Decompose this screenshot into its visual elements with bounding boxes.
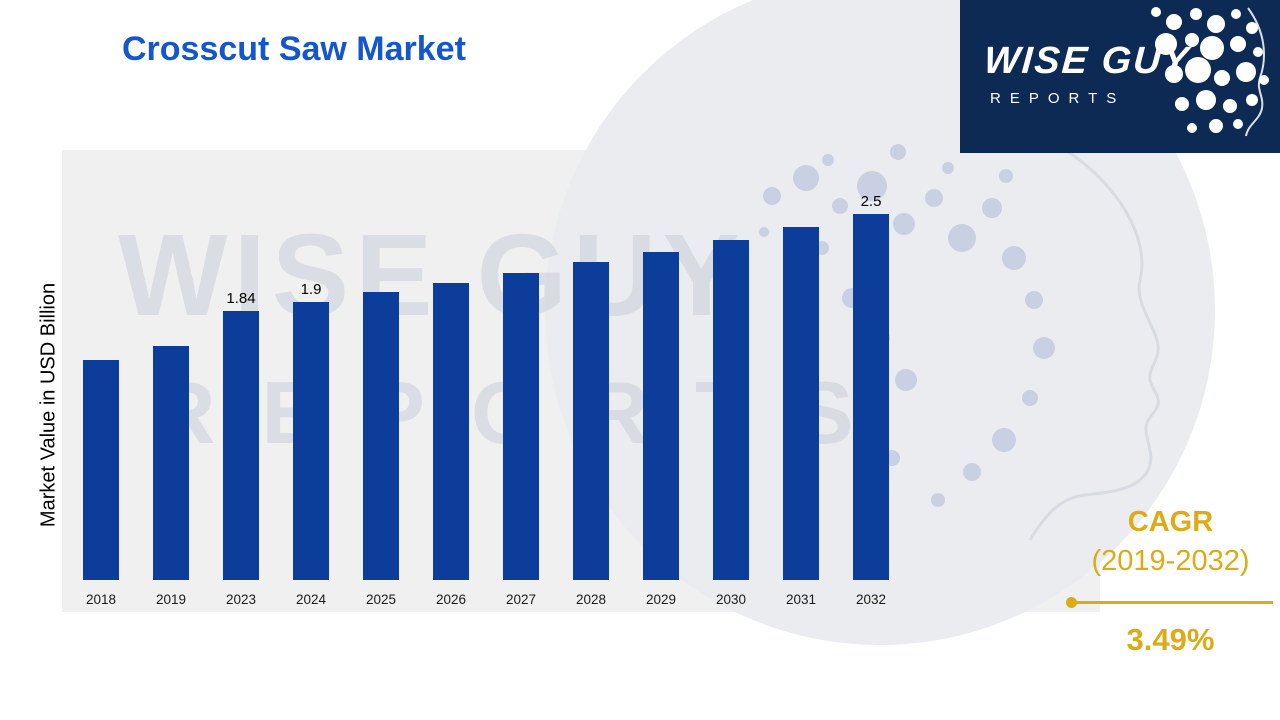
bar <box>853 214 889 580</box>
cagr-underline <box>1066 597 1273 608</box>
halftone-dot <box>1196 90 1216 110</box>
x-axis-tick-label: 2018 <box>85 592 117 607</box>
x-axis-tick-label: 2025 <box>365 592 397 607</box>
halftone-dot <box>1200 36 1224 60</box>
bar <box>573 262 609 580</box>
bar-group: 2031 <box>766 227 836 607</box>
halftone-dot <box>1231 9 1241 19</box>
halftone-dot <box>1253 47 1263 57</box>
bar <box>223 310 259 580</box>
halftone-dot <box>1246 94 1258 106</box>
halftone-dot <box>1259 75 1269 85</box>
cagr-range: (2019-2032) <box>1091 545 1250 577</box>
x-axis-tick-label: 2023 <box>225 592 257 607</box>
halftone-dot <box>1185 57 1211 83</box>
halftone-dot <box>1246 22 1258 34</box>
halftone-dot <box>1187 123 1197 133</box>
page-title: Crosscut Saw Market <box>122 30 466 68</box>
bar-group: 2019 <box>136 345 206 607</box>
bar-group: 2018 <box>66 360 136 607</box>
halftone-dot <box>1165 65 1183 83</box>
bar-group: 2025 <box>346 291 416 607</box>
bar <box>713 240 749 580</box>
halftone-dot <box>1214 70 1230 86</box>
bar-group: 2029 <box>626 252 696 607</box>
halftone-dot <box>1233 119 1243 129</box>
bar-group: 2028 <box>556 262 626 607</box>
x-axis-tick-label: 2031 <box>785 592 817 607</box>
cagr-underline-dot <box>1066 597 1077 608</box>
halftone-dot <box>1151 7 1161 17</box>
halftone-dot <box>1166 14 1182 30</box>
bar <box>643 252 679 580</box>
bar-value-label: 1.9 <box>300 280 322 298</box>
bar-group: 2.5 2032 <box>836 193 906 607</box>
brand-panel: WISE GUY REPORTS <box>960 0 1280 153</box>
bar-group: 1.84 2023 <box>206 289 276 607</box>
brand-halftone-dots <box>960 0 1280 153</box>
bar-group: 2027 <box>486 272 556 607</box>
halftone-dot <box>1155 33 1177 55</box>
cagr-label: CAGR <box>1127 506 1214 538</box>
cagr-block: CAGR (2019-2032) 3.49% <box>1066 503 1273 658</box>
bar-group: 2026 <box>416 282 486 607</box>
bar-group: 2030 <box>696 240 766 607</box>
halftone-dot <box>1209 119 1223 133</box>
bar <box>293 301 329 580</box>
halftone-dot <box>1207 15 1225 33</box>
x-axis-tick-label: 2032 <box>855 592 887 607</box>
bar-value-label: 2.5 <box>860 193 882 210</box>
x-axis-tick-label: 2027 <box>505 592 537 607</box>
halftone-dot <box>1185 33 1199 47</box>
halftone-dot <box>1230 36 1246 52</box>
brand-logo-wordmark: WISE GUY <box>982 40 1192 82</box>
bar <box>83 360 119 580</box>
halftone-dot <box>1175 97 1189 111</box>
bar-value-label: 1.84 <box>226 289 256 307</box>
bar <box>503 272 539 580</box>
brand-face-outline <box>1245 7 1265 137</box>
brand-logo-subtitle: REPORTS <box>990 90 1126 107</box>
bar-chart: 2018 2019 1.84 2023 1.9 2024 2025 2026 2027 2028 2… <box>66 160 906 607</box>
halftone-dot <box>1223 99 1237 113</box>
bar <box>783 227 819 580</box>
x-axis-tick-label: 2026 <box>435 592 467 607</box>
bar-group: 1.9 2024 <box>276 280 346 607</box>
halftone-dot <box>1236 62 1256 82</box>
cagr-value: 3.49% <box>1126 622 1215 657</box>
x-axis-tick-label: 2029 <box>645 592 677 607</box>
bar <box>433 282 469 580</box>
x-axis-tick-label: 2030 <box>715 592 747 607</box>
x-axis-tick-label: 2019 <box>155 592 187 607</box>
y-axis-label: Market Value in USD Billion <box>37 282 60 528</box>
bar <box>153 345 189 580</box>
x-axis-tick-label: 2028 <box>575 592 607 607</box>
bar <box>363 291 399 580</box>
x-axis-tick-label: 2024 <box>295 592 327 607</box>
halftone-dot <box>1190 8 1202 20</box>
